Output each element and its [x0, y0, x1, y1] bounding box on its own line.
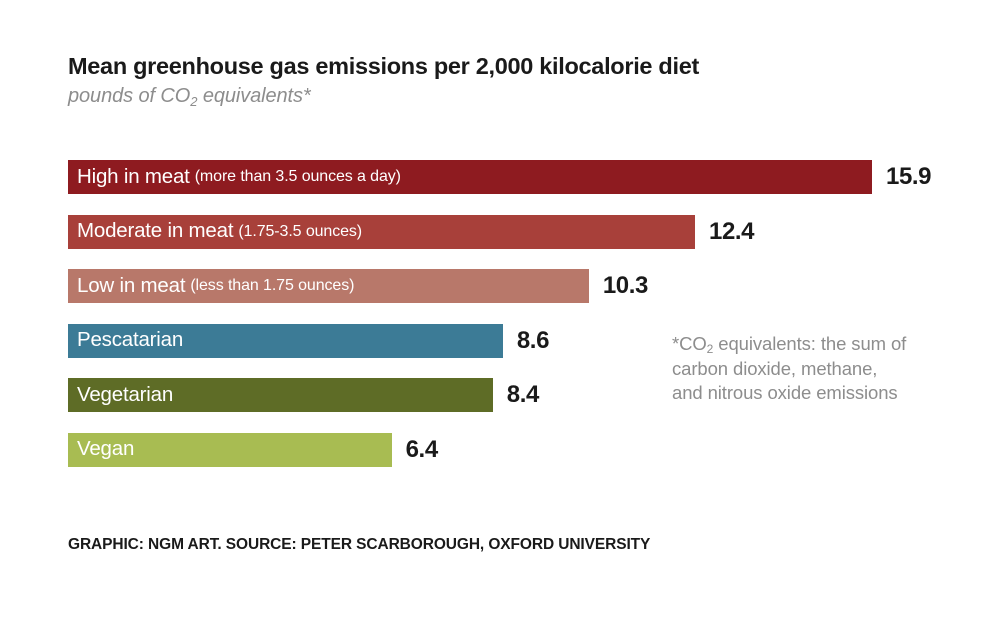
bar-label: Vegetarian [77, 382, 174, 406]
bar-row: Vegetarian 8.4 [68, 378, 938, 412]
chart-subtitle-text: pounds of CO [68, 85, 191, 108]
footnote: *CO2 equivalents: the sum of carbon diox… [672, 332, 912, 406]
chart-subtitle-suffix: equivalents* [197, 85, 311, 108]
footnote-subscript: 2 [706, 342, 714, 356]
bar-vegetarian[interactable]: Vegetarian [68, 378, 493, 412]
footnote-text: equivalents: the sum of carbon dioxide, … [672, 333, 907, 404]
bar-vegan[interactable]: Vegan [68, 432, 392, 467]
bar-low-in-meat[interactable]: Low in meat (less than 1.75 ounces) [68, 269, 589, 303]
bar-value-label: 15.9 [886, 163, 932, 190]
bar-pescatarian[interactable]: Pescatarian [68, 323, 503, 358]
chart-header: Mean greenhouse gas emissions per 2,000 … [68, 52, 928, 110]
bar-label: Moderate in meat [77, 219, 234, 243]
bar-value-label: 10.3 [602, 272, 649, 299]
bar-row: Moderate in meat (1.75-3.5 ounces) 12.4 [68, 214, 938, 249]
bar-value-label: 8.4 [506, 381, 540, 408]
page-title: Mean greenhouse gas emissions per 2,000 … [68, 53, 700, 79]
bar-row: High in meat (more than 3.5 ounces a day)… [68, 160, 938, 194]
bar-qualifier: (less than 1.75 ounces) [190, 277, 355, 294]
chart-subtitle-subscript: 2 [190, 94, 198, 110]
bar-label: High in meat [77, 164, 190, 188]
bar-value-label: 8.6 [516, 326, 550, 354]
footnote-marker: *CO [672, 333, 707, 354]
bar-label: Vegan [77, 437, 135, 461]
bar-qualifier: (1.75-3.5 ounces) [238, 222, 363, 240]
bar-label: Low in meat [77, 273, 186, 297]
bar-chart-plot: High in meat (more than 3.5 ounces a day)… [68, 160, 938, 470]
bar-moderate-in-meat[interactable]: Moderate in meat (1.75-3.5 ounces) [68, 214, 696, 249]
bar-row: Pescatarian 8.6 [68, 323, 938, 358]
bar-row: Vegan 6.4 [68, 432, 938, 467]
chart-subtitle: pounds of CO2 equivalents* [68, 84, 928, 110]
source-credit: GRAPHIC: NGM ART. SOURCE: PETER SCARBORO… [68, 536, 651, 553]
bar-value-label: 6.4 [405, 435, 439, 463]
bar-value-label: 12.4 [709, 217, 755, 245]
bar-qualifier: (more than 3.5 ounces a day) [194, 168, 401, 185]
bar-row: Low in meat (less than 1.75 ounces) 10.3 [68, 269, 938, 303]
bar-label: Pescatarian [77, 328, 184, 352]
bar-high-in-meat[interactable]: High in meat (more than 3.5 ounces a day) [68, 160, 872, 194]
